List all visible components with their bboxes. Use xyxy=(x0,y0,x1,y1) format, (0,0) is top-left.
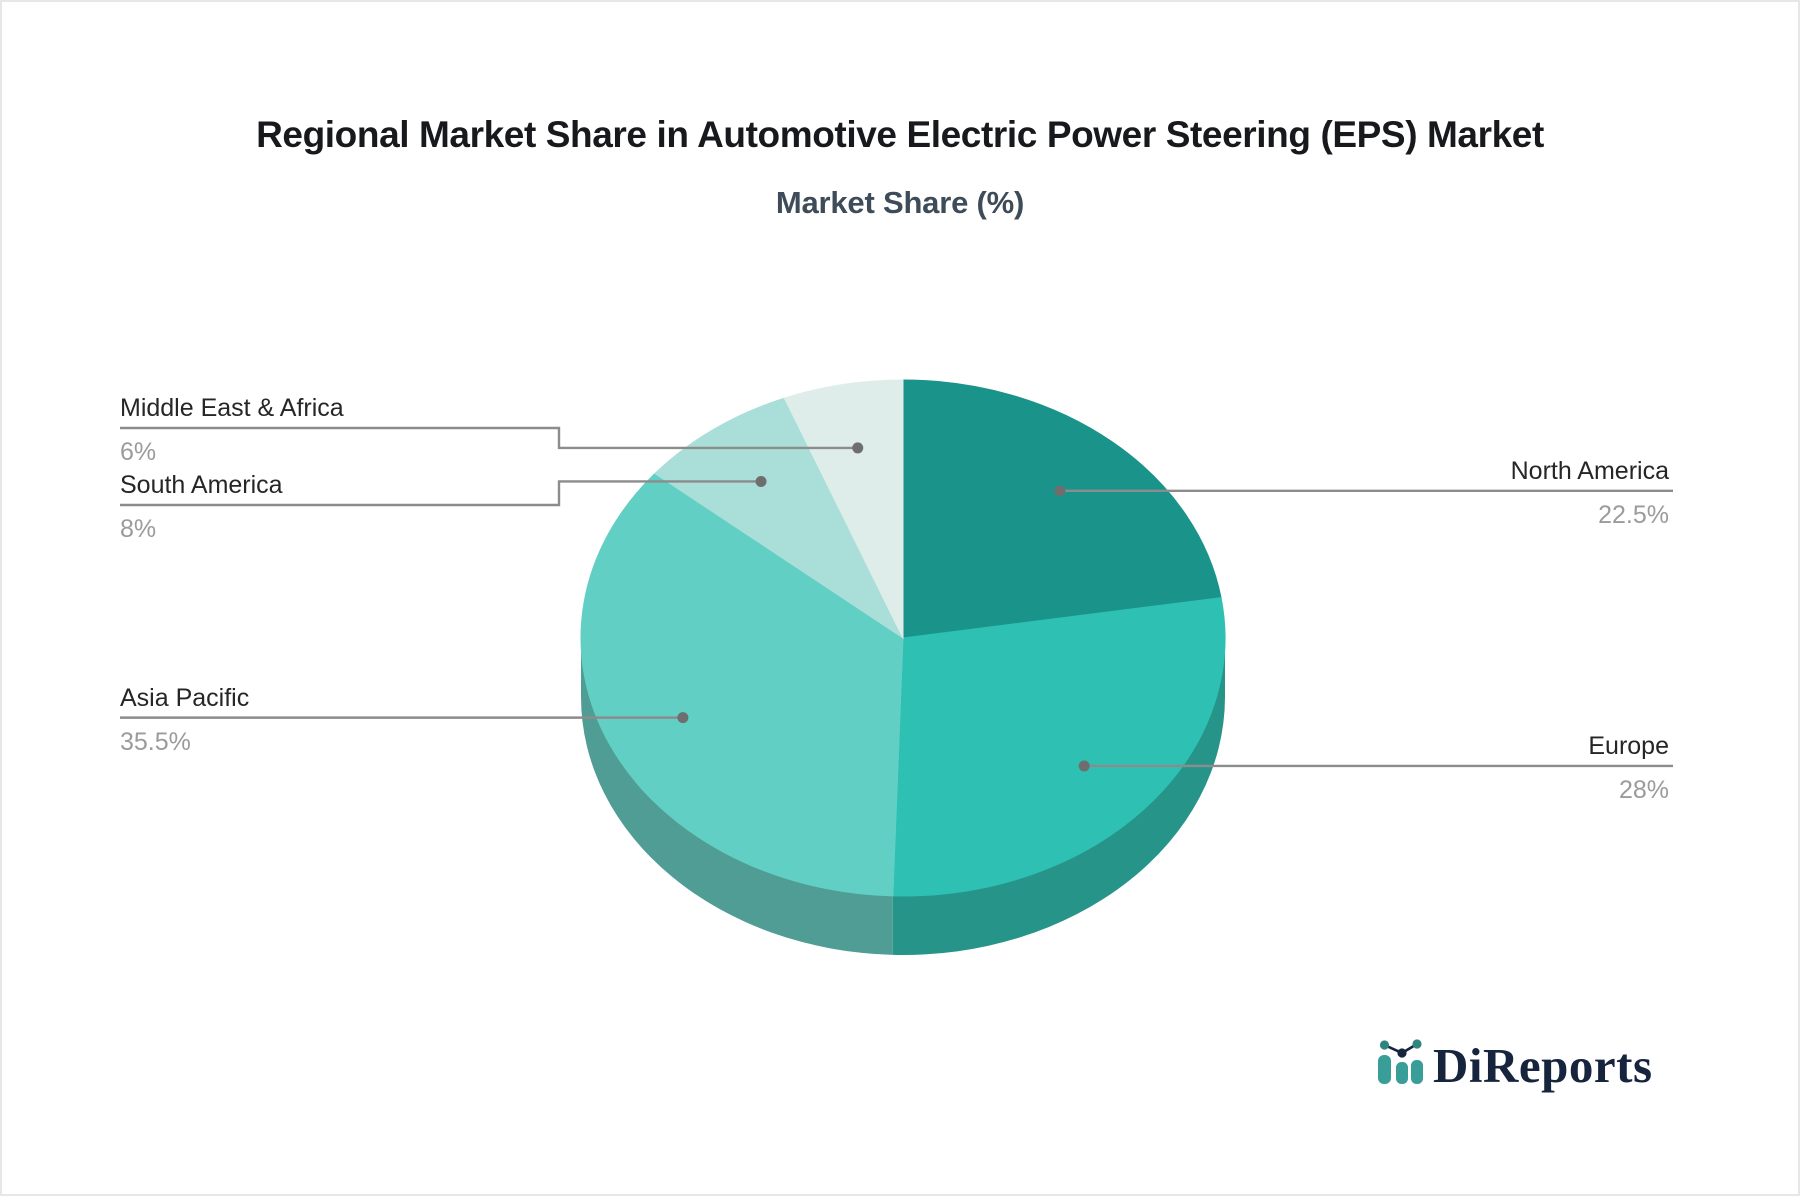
pie-slice-south-america xyxy=(654,397,905,640)
callout-label-north-america: North America xyxy=(1510,457,1669,485)
pie-slice-side-asia-pacific xyxy=(581,638,893,955)
callout-value-middle-east-africa: 6% xyxy=(120,438,157,466)
pie-slice-side-europe xyxy=(892,638,1225,955)
callout-dot-middle-east-africa xyxy=(852,442,864,454)
callout-label-south-america: South America xyxy=(120,471,283,499)
callout-dot-north-america xyxy=(1054,485,1066,497)
direports-logo: DiReports xyxy=(1376,1038,1653,1090)
pie-slice-north-america xyxy=(902,379,1222,639)
direports-logo-icon xyxy=(1378,1039,1423,1084)
chart-title: Regional Market Share in Automotive Elec… xyxy=(256,114,1544,155)
callout-value-asia-pacific: 35.5% xyxy=(120,728,191,756)
callout-value-north-america: 22.5% xyxy=(1598,501,1669,529)
callout-value-europe: 28% xyxy=(1618,776,1669,804)
callout-dot-south-america xyxy=(755,475,767,487)
callout-dot-europe xyxy=(1078,760,1090,772)
callout-line-middle-east-africa xyxy=(120,426,858,450)
chart-subtitle: Market Share (%) xyxy=(775,185,1025,220)
pie-slice-asia-pacific xyxy=(580,472,904,897)
direports-logo-text: DiReports xyxy=(1433,1038,1653,1093)
callout-value-south-america: 8% xyxy=(120,515,157,543)
pie-slice-europe xyxy=(892,597,1226,897)
callout-label-europe: Europe xyxy=(1588,732,1669,760)
pie-slice-middle-east-africa xyxy=(783,379,904,639)
callout-dot-asia-pacific xyxy=(677,712,689,724)
callout-label-middle-east-africa: Middle East & Africa xyxy=(120,394,344,422)
callout-label-asia-pacific: Asia Pacific xyxy=(120,684,250,712)
callout-line-south-america xyxy=(120,480,762,507)
